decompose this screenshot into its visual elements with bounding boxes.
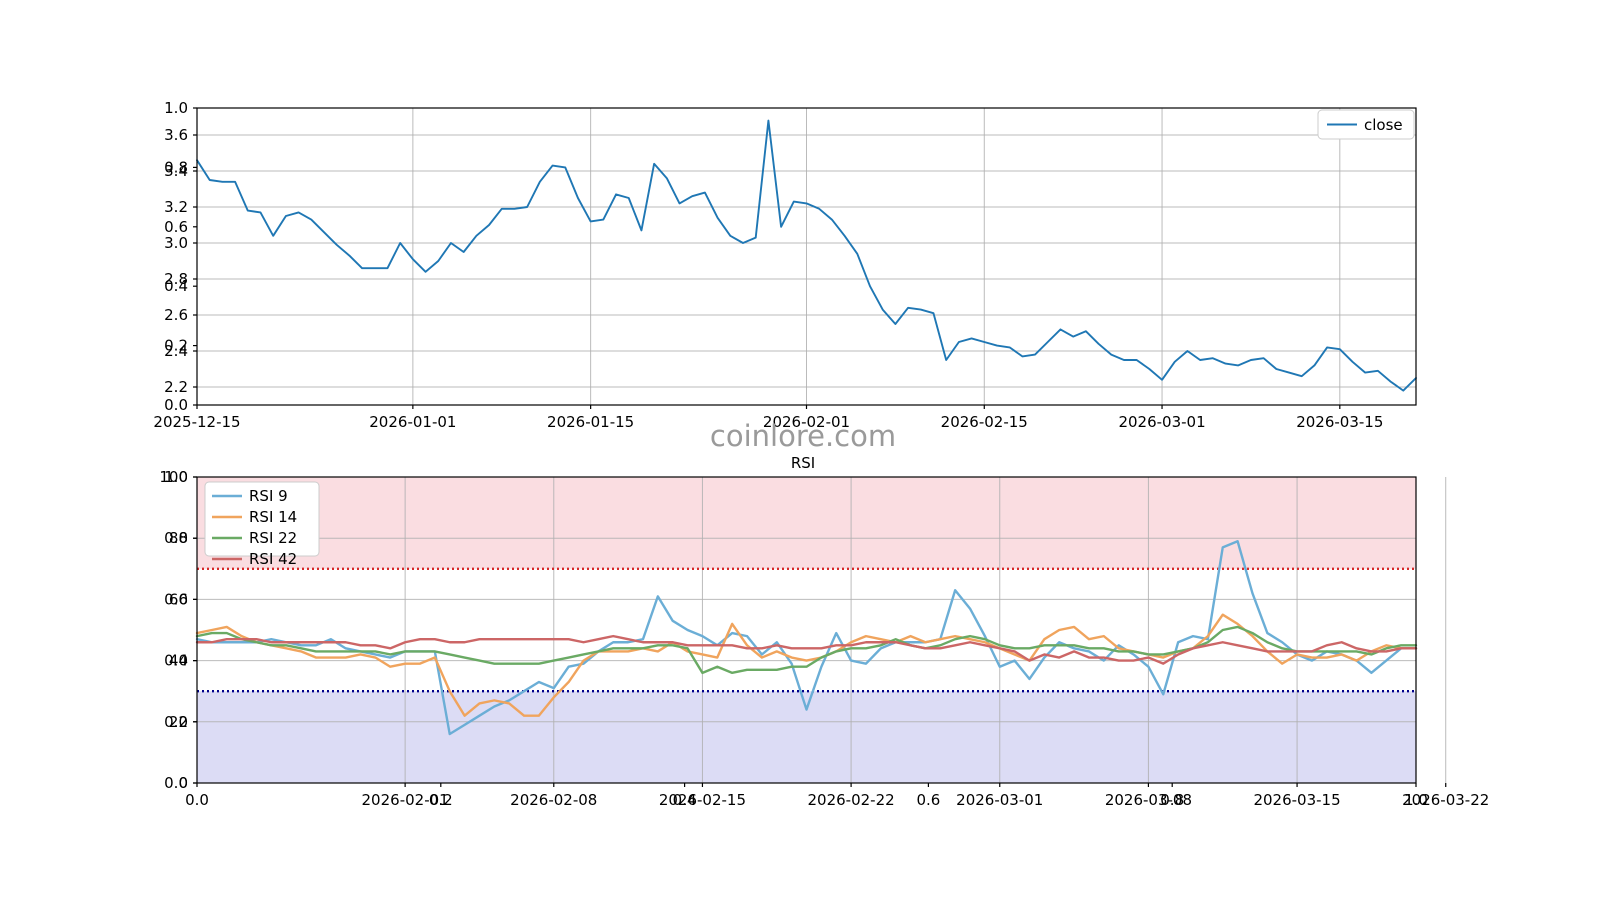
rsi-ytick-label: 80 [169, 529, 188, 547]
rsi-xtick-label: 2026-03-15 [1253, 791, 1340, 809]
rsi-ytick-label: 20 [169, 713, 188, 731]
price-ghost-ytick-label: 1.0 [164, 99, 188, 117]
rsi-xtick-label: 2026-02-01 [362, 791, 449, 809]
close-price-line [196, 119, 1417, 392]
price-ytick-label: 2.4 [164, 342, 188, 360]
rsi-xtick-label: 2026-02-15 [659, 791, 746, 809]
price-ghost-ytick-label: 0.6 [164, 218, 188, 236]
rsi-xtick-label: 2026-02-22 [808, 791, 895, 809]
rsi-legend-label-14: RSI 14 [249, 508, 297, 526]
rsi-ghost-xtick-label: 0.4 [673, 791, 697, 809]
rsi-legend-label-22: RSI 22 [249, 529, 297, 547]
price-xtick-label: 2026-02-15 [941, 413, 1028, 431]
price-ghost-ytick-label: 0.4 [164, 277, 188, 295]
rsi-ytick-label: 100 [159, 468, 188, 486]
rsi-ghost-ytick-label: 0.0 [164, 774, 188, 792]
rsi-ghost-ytick-label: 1.0 [164, 468, 188, 486]
rsi-ghost-xtick-label: 0.8 [1160, 791, 1184, 809]
rsi-ytick-label: 40 [169, 652, 188, 670]
rsi-ghost-xtick-label: 0.2 [429, 791, 453, 809]
price-ytick-label: 3.2 [164, 198, 188, 216]
rsi-ghost-ytick-label: 0.2 [164, 713, 188, 731]
rsi-legend-label-42: RSI 42 [249, 550, 297, 568]
price-ytick-label: 3.0 [164, 234, 188, 252]
price-xtick-label: 2026-03-15 [1296, 413, 1383, 431]
rsi-ghost-ytick-label: 0.6 [164, 590, 188, 608]
rsi-ghost-ytick-label: 0.4 [164, 652, 188, 670]
rsi-panel: RSI 0 20 40 60 80 100 0.0 0.2 0.4 0.6 0.8 1.0 2026-02… [159, 454, 1489, 809]
price-ghost-ytick-label: 0.2 [164, 337, 188, 355]
rsi-xtick-label: 2026-02-08 [510, 791, 597, 809]
rsi-xtick-label: 2026-03-01 [956, 791, 1043, 809]
rsi-panel-title: RSI [791, 454, 815, 472]
price-ytick-label: 3.4 [164, 162, 188, 180]
price-ytick-label: 2.6 [164, 306, 188, 324]
rsi-42-line [195, 634, 1418, 665]
price-ghost-ytick-label: 0.0 [164, 396, 188, 414]
price-legend-label-close: close [1364, 116, 1403, 134]
price-xtick-label: 2026-03-01 [1118, 413, 1205, 431]
rsi-xtick-label: 2026-03-08 [1105, 791, 1192, 809]
rsi-xtick-label: 2026-03-22 [1402, 791, 1489, 809]
rsi-22-line [195, 625, 1418, 675]
price-ghost-ytick-label: 0.8 [164, 158, 188, 176]
rsi-14-line [195, 613, 1418, 717]
rsi-ghost-xtick-label: 0.0 [185, 791, 209, 809]
watermark-text: coinlore.com [710, 419, 896, 453]
rsi-overbought-band [197, 477, 1416, 569]
price-ytick-label: 2.8 [164, 270, 188, 288]
rsi-ghost-xtick-label: 1.0 [1404, 791, 1428, 809]
rsi-ghost-ytick-label: 0.8 [164, 529, 188, 547]
price-ytick-label: 3.6 [164, 126, 188, 144]
rsi-plot-border [196, 476, 1417, 784]
price-ytick-label: 2.2 [164, 378, 188, 396]
rsi-ytick-label: 0 [178, 774, 188, 792]
price-plot-border [196, 107, 1417, 406]
rsi-oversold-band [197, 691, 1416, 783]
price-panel: 2.2 2.4 2.6 2.8 3.0 3.2 3.4 3.6 0.0 0.2 0.4 0.6 0.8 1… [153, 99, 1417, 431]
price-legend-box [1317, 109, 1415, 140]
price-xtick-label: 2026-02-01 [763, 413, 850, 431]
rsi-ghost-xtick-label: 0.6 [916, 791, 940, 809]
watermark-layer: coinlore.com [710, 419, 896, 453]
price-xtick-label: 2026-01-01 [369, 413, 456, 431]
rsi-ytick-label: 60 [169, 590, 188, 608]
price-xtick-label: 2025-12-15 [153, 413, 240, 431]
price-xtick-label: 2026-01-15 [547, 413, 634, 431]
rsi-legend-label-9: RSI 9 [249, 487, 288, 505]
